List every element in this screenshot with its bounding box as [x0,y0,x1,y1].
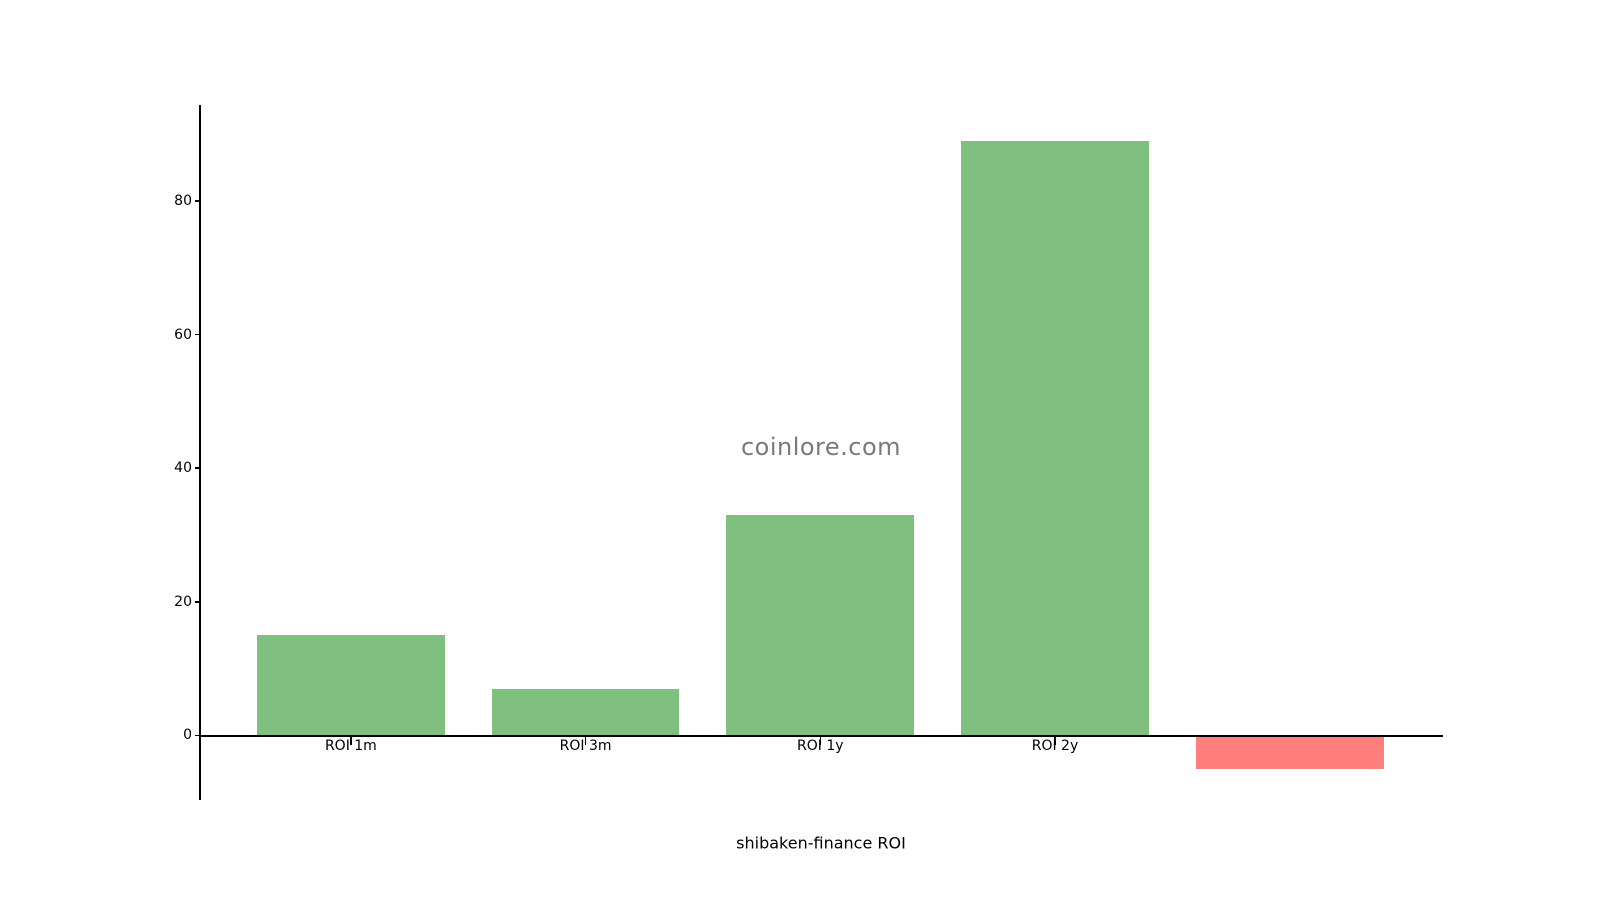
x-tick [350,735,352,746]
bar-roi-2y [961,141,1149,736]
y-tick-label: 20 [174,593,192,610]
y-tick [194,467,199,469]
x-tick [819,735,821,746]
y-tick-label: 80 [174,193,192,210]
y-tick [194,601,199,603]
y-tick [194,333,199,336]
bar-roi-1m [257,635,445,736]
bar-roi-3m [491,688,680,736]
x-tick-label-roi-2y: ROI 2y [1031,738,1079,755]
x-axis-line [199,735,1443,737]
y-axis-spine [199,105,201,800]
chart-title: shibaken-finance ROI [736,833,906,853]
x-tick-label-roi-1y: ROI 1y [797,738,844,755]
y-tick-label: 40 [174,460,192,477]
y-tick [194,200,199,202]
x-tick [584,735,587,746]
bar-roi-1y [726,514,915,736]
x-tick-label-roi-3m: ROI 3m [559,738,612,755]
x-tick [1054,735,1056,746]
bar-negative-roi [1195,735,1384,769]
y-tick [194,734,199,736]
watermark: coinlore.com [740,433,902,461]
y-tick-label: 60 [174,326,192,343]
x-tick-label-roi-1m: ROI 1m [324,738,377,755]
y-tick-label: 0 [183,727,192,744]
